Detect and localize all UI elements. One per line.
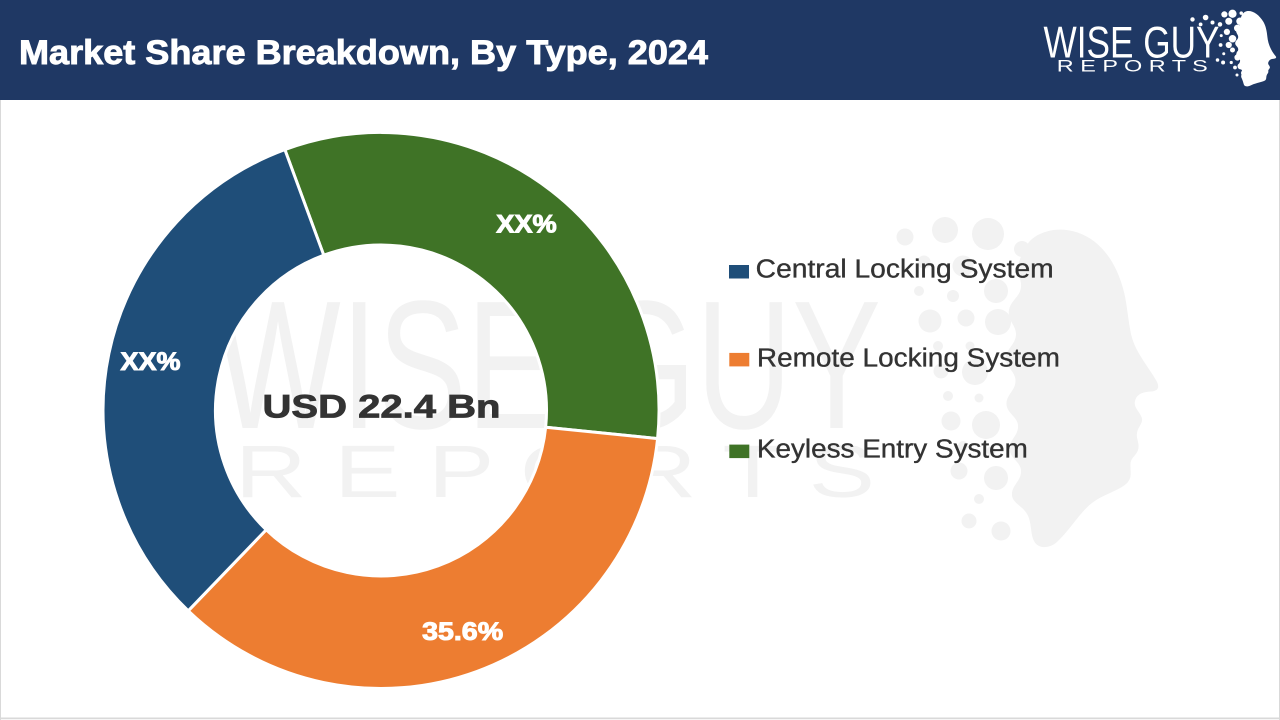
svg-text:Market Share Breakdown, By Typ: Market Share Breakdown, By Type, 2024 — [19, 34, 708, 72]
svg-text:WISE GUY: WISE GUY — [1044, 19, 1220, 68]
svg-text:XX%: XX% — [496, 211, 557, 239]
svg-text:35.6%: 35.6% — [422, 618, 503, 646]
svg-text:Keyless Entry System: Keyless Entry System — [757, 436, 1028, 464]
svg-text:Central Locking System: Central Locking System — [756, 255, 1054, 283]
svg-text:R E P O R T S: R E P O R T S — [1057, 57, 1208, 76]
svg-text:XX%: XX% — [121, 348, 181, 376]
svg-text:Remote Locking System: Remote Locking System — [757, 344, 1060, 372]
svg-text:USD 22.4 Bn: USD 22.4 Bn — [263, 389, 501, 425]
